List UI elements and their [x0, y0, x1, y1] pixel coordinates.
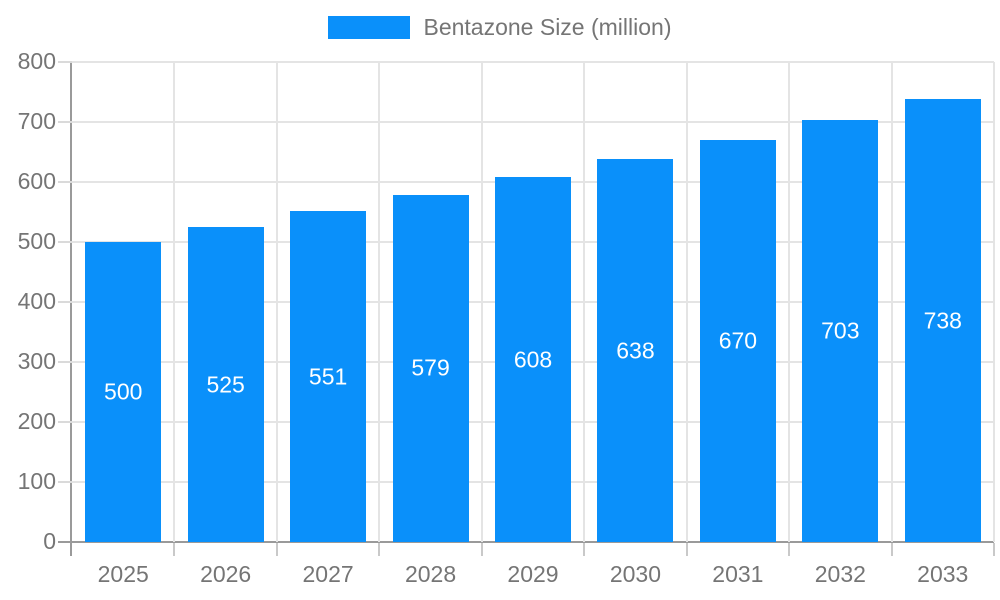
bar-value-label: 608	[513, 346, 553, 373]
bar: 638	[597, 159, 674, 542]
gridline-v	[480, 62, 483, 542]
bar-value-label: 738	[923, 307, 962, 334]
gridline-v	[993, 62, 995, 542]
y-axis-tick	[58, 481, 72, 483]
gridline-v	[173, 62, 176, 542]
y-axis-tick	[58, 61, 72, 63]
x-axis-tick	[890, 543, 893, 556]
x-tick-label: 2025	[97, 561, 149, 587]
x-axis-tick	[788, 543, 791, 556]
legend-swatch-icon	[328, 15, 411, 39]
gridline-v	[685, 62, 688, 542]
x-tick-label: 2033	[917, 561, 969, 587]
bar: 525	[187, 227, 264, 542]
x-axis-line	[58, 541, 994, 543]
bar-value-label: 551	[308, 363, 348, 390]
bar: 551	[290, 211, 367, 542]
y-axis-tick	[58, 121, 72, 123]
y-tick-label: 700	[17, 108, 56, 134]
bar: 703	[802, 120, 879, 542]
bar: 579	[392, 194, 469, 542]
y-tick-label: 800	[17, 48, 56, 74]
x-tick-label: 2028	[404, 561, 457, 587]
bar-value-label: 703	[821, 317, 860, 344]
legend-item[interactable]: Bentazone Size (million)	[328, 14, 672, 40]
y-axis-tick	[58, 421, 72, 423]
bar: 670	[699, 140, 776, 542]
y-tick-label: 600	[17, 168, 56, 194]
x-axis-tick	[993, 543, 995, 556]
y-tick-label: 300	[17, 348, 56, 374]
y-tick-label: 500	[17, 228, 56, 254]
bar: 500	[85, 242, 162, 542]
x-axis-tick	[378, 543, 381, 556]
x-tick-label: 2026	[200, 561, 252, 587]
bar-value-label: 579	[411, 354, 450, 381]
legend: Bentazone Size (million)	[0, 14, 1000, 40]
bar-value-label: 500	[104, 378, 143, 405]
x-axis-tick	[275, 543, 278, 556]
bar-value-label: 670	[718, 327, 758, 354]
y-axis-tick	[58, 361, 72, 363]
plot-area: 500 525 551 579 608 638 670 703 738	[72, 61, 995, 542]
gridline-h	[72, 61, 994, 63]
x-tick-label: 2031	[712, 561, 764, 587]
gridline-v	[890, 62, 893, 542]
y-tick-label: 100	[17, 468, 56, 494]
x-axis-tick	[583, 543, 586, 556]
y-axis-tick	[58, 301, 72, 303]
gridline-v	[788, 62, 791, 542]
x-tick-label: 2032	[814, 561, 866, 587]
y-axis-line	[70, 62, 72, 556]
gridline-v	[583, 62, 586, 542]
x-axis-tick	[685, 543, 688, 556]
y-tick-label: 200	[17, 408, 56, 434]
bar: 738	[904, 99, 981, 542]
gridline-v	[275, 62, 278, 542]
bar-value-label: 638	[616, 337, 655, 364]
bar-value-label: 525	[206, 371, 245, 397]
x-tick-label: 2030	[609, 561, 662, 587]
y-tick-label: 400	[17, 288, 56, 314]
x-tick-label: 2027	[302, 561, 354, 587]
y-axis-tick	[58, 241, 72, 243]
y-axis-tick	[58, 181, 72, 183]
x-axis-tick	[480, 543, 483, 556]
gridline-h	[72, 121, 994, 123]
gridline-v	[378, 62, 381, 542]
x-tick-label: 2029	[507, 561, 559, 587]
bar: 608	[495, 177, 571, 542]
legend-label: Bentazone Size (million)	[423, 14, 672, 40]
y-tick-label: 0	[43, 528, 56, 554]
x-axis-tick	[173, 543, 176, 556]
